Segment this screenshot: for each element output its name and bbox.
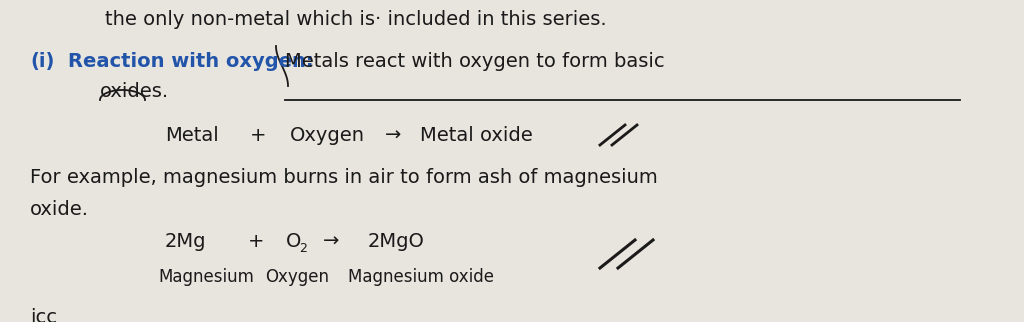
Text: Metals react with oxygen to form basic: Metals react with oxygen to form basic	[285, 52, 665, 71]
Text: (i): (i)	[30, 52, 54, 71]
Text: Metal: Metal	[165, 126, 219, 145]
Text: oxide.: oxide.	[30, 200, 89, 219]
Text: 2MgO: 2MgO	[368, 232, 425, 251]
Text: +: +	[248, 232, 264, 251]
Text: Magnesium: Magnesium	[158, 268, 254, 286]
Text: Oxygen: Oxygen	[265, 268, 329, 286]
Text: Metal oxide: Metal oxide	[420, 126, 532, 145]
Text: Oxygen: Oxygen	[290, 126, 365, 145]
Text: Reaction with oxygen:: Reaction with oxygen:	[68, 52, 313, 71]
Text: 2: 2	[299, 242, 307, 255]
Text: For example, magnesium burns in air to form ash of magnesium: For example, magnesium burns in air to f…	[30, 168, 657, 187]
Text: icc: icc	[30, 308, 57, 322]
Text: +: +	[250, 126, 266, 145]
Text: →: →	[385, 126, 401, 145]
Text: 2Mg: 2Mg	[165, 232, 207, 251]
Text: oxides.: oxides.	[100, 82, 169, 101]
Text: Magnesium oxide: Magnesium oxide	[348, 268, 494, 286]
Text: the only non-metal which is· included in this series.: the only non-metal which is· included in…	[105, 10, 606, 29]
Text: O: O	[286, 232, 301, 251]
Text: →: →	[323, 232, 339, 251]
